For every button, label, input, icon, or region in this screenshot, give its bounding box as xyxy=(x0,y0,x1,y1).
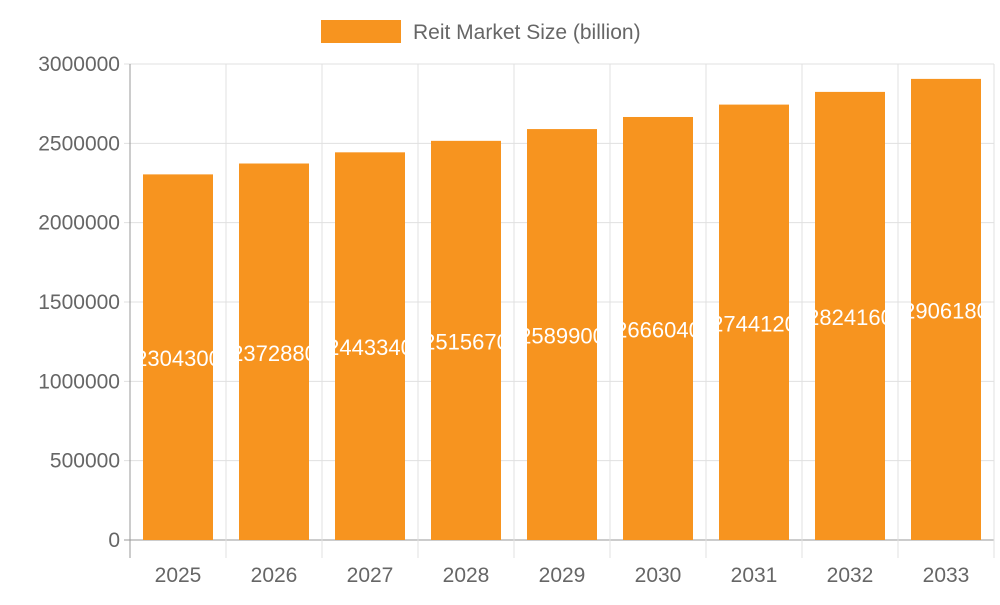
data-label: 2744120 xyxy=(711,311,797,336)
bar-2031[interactable] xyxy=(719,104,789,541)
data-label: 2906180 xyxy=(903,298,989,323)
x-tick-label: 2026 xyxy=(251,564,298,587)
bar-2028[interactable] xyxy=(431,140,501,540)
x-tick-label: 2027 xyxy=(347,564,394,587)
data-label: 2666040 xyxy=(615,317,701,342)
x-tick-label: 2029 xyxy=(539,564,586,587)
bar-2026[interactable] xyxy=(239,163,309,540)
x-tick-label: 2030 xyxy=(635,564,682,587)
legend-label[interactable]: Reit Market Size (billion) xyxy=(413,21,641,44)
y-tick-label: 2000000 xyxy=(38,212,120,235)
x-tick-label: 2032 xyxy=(827,564,874,587)
data-label: 2589900 xyxy=(519,324,605,349)
data-label: 2372880 xyxy=(231,341,317,366)
x-tick-label: 2025 xyxy=(155,564,202,587)
legend-swatch[interactable] xyxy=(321,20,401,43)
x-tick-label: 2033 xyxy=(923,564,970,587)
bar-2027[interactable] xyxy=(335,152,405,541)
bar-2030[interactable] xyxy=(623,116,693,541)
data-label: 2443340 xyxy=(327,335,413,360)
bar-2029[interactable] xyxy=(527,129,597,540)
y-tick-label: 0 xyxy=(108,529,120,552)
data-label: 2824160 xyxy=(807,305,893,330)
data-label: 2304300 xyxy=(135,346,221,371)
data-label: 2515670 xyxy=(423,329,509,354)
bar-2025[interactable] xyxy=(143,174,213,540)
y-tick-label: 3000000 xyxy=(38,53,120,76)
x-tick-label: 2031 xyxy=(731,564,778,587)
x-tick-label: 2028 xyxy=(443,564,490,587)
y-tick-label: 1500000 xyxy=(38,291,120,314)
bar-2033[interactable] xyxy=(911,78,981,540)
y-tick-label: 500000 xyxy=(50,450,120,473)
y-tick-label: 1000000 xyxy=(38,370,120,393)
y-tick-label: 2500000 xyxy=(38,132,120,155)
bar-2032[interactable] xyxy=(815,91,885,540)
